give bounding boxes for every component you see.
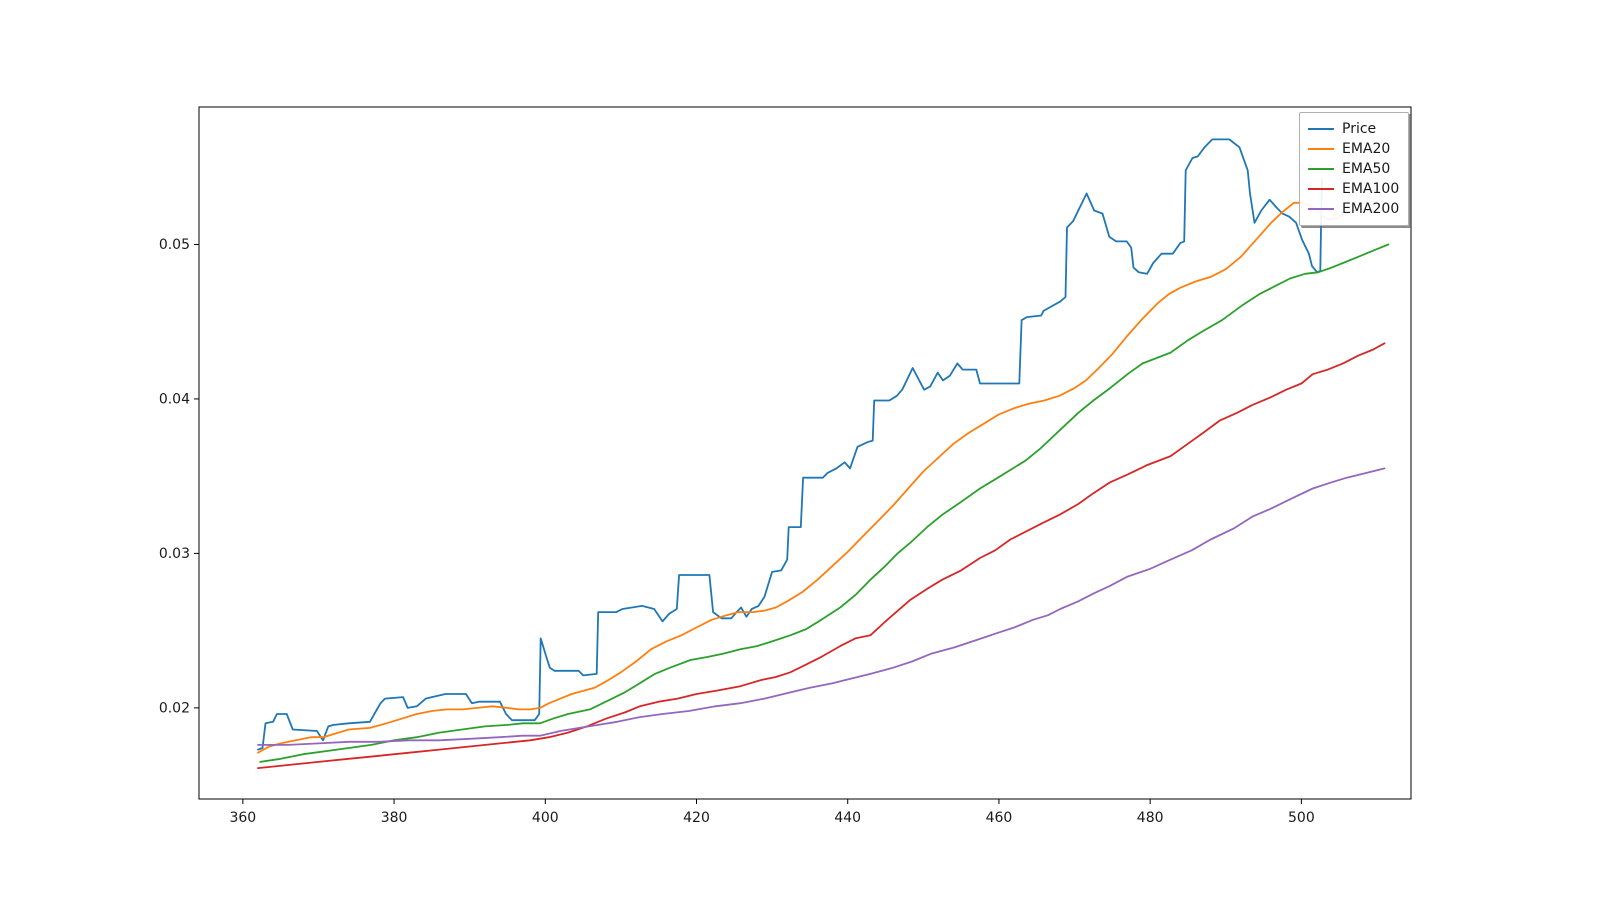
price-line — [257, 138, 1323, 751]
ema20-legend-line-sample — [1308, 147, 1334, 151]
plot-border — [198, 106, 1412, 800]
ema20-line — [257, 201, 1354, 754]
ema100-line — [257, 342, 1386, 769]
legend-label: EMA20 — [1342, 141, 1391, 157]
legend-item-ema200: EMA200 — [1308, 199, 1399, 219]
y-tick-label: 0.02 — [159, 700, 190, 716]
legend-item-ema20: EMA20 — [1308, 139, 1399, 159]
legend: Price EMA20 EMA50 EMA100 EMA200 — [1299, 112, 1410, 226]
x-tick-label: 440 — [834, 810, 861, 826]
legend-label: EMA50 — [1342, 161, 1391, 177]
y-tick-label: 0.05 — [159, 237, 190, 253]
ema200-line — [257, 467, 1386, 746]
legend-label: Price — [1342, 121, 1377, 137]
x-tick-label: 420 — [683, 810, 710, 826]
ema200-legend-line-sample — [1308, 207, 1334, 211]
ema50-line — [259, 243, 1390, 763]
legend-item-ema100: EMA100 — [1308, 179, 1399, 199]
x-tick-label: 380 — [381, 810, 408, 826]
legend-item-price: Price — [1308, 119, 1399, 139]
legend-item-ema50: EMA50 — [1308, 159, 1399, 179]
price-legend-line-sample — [1308, 127, 1334, 131]
y-tick-label: 0.03 — [159, 546, 190, 562]
legend-label: EMA100 — [1342, 181, 1400, 197]
ema50-legend-line-sample — [1308, 167, 1334, 171]
x-tick-label: 500 — [1288, 810, 1315, 826]
x-tick-label: 400 — [532, 810, 559, 826]
ema100-legend-line-sample — [1308, 187, 1334, 191]
y-tick-label: 0.04 — [159, 391, 190, 407]
x-tick-label: 360 — [229, 810, 256, 826]
legend-label: EMA200 — [1342, 201, 1400, 217]
x-tick-label: 480 — [1137, 810, 1164, 826]
x-tick-label: 460 — [986, 810, 1013, 826]
